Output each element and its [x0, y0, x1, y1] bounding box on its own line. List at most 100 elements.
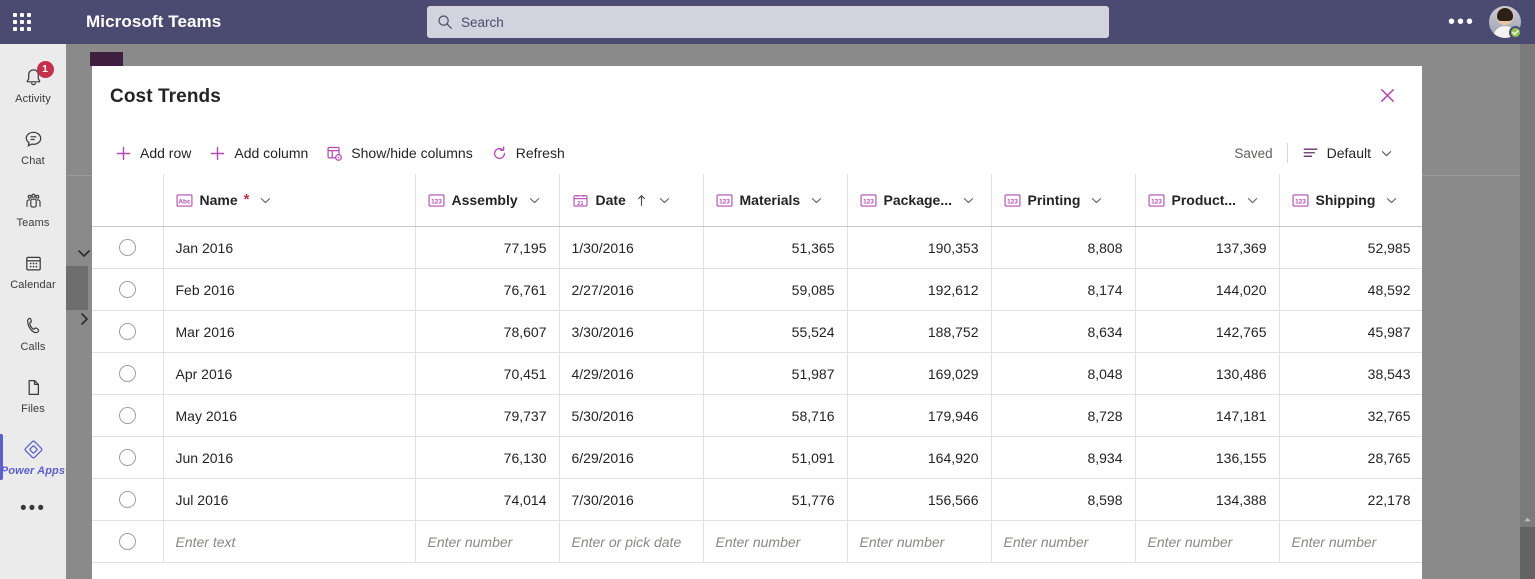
row-select-cell[interactable] — [92, 436, 163, 479]
table-row[interactable]: Jan 2016 77,195 1/30/2016 51,365 190,353… — [92, 226, 1422, 269]
new-row[interactable]: Enter text Enter number Enter or pick da… — [92, 520, 1422, 563]
cell-packaging[interactable]: 169,029 — [846, 352, 991, 395]
row-select-cell[interactable] — [92, 520, 163, 563]
cell-materials[interactable]: 58,716 — [702, 394, 847, 437]
row-select-radio[interactable] — [118, 239, 136, 257]
cell-packaging[interactable]: 190,353 — [846, 226, 991, 269]
row-select-cell[interactable] — [92, 394, 163, 437]
chevron-down-icon[interactable] — [258, 193, 273, 208]
new-cell-production[interactable]: Enter number — [1134, 520, 1279, 563]
column-header-shipping[interactable]: 123 Shipping — [1278, 174, 1422, 227]
cell-name[interactable]: Jan 2016 — [162, 226, 415, 269]
cell-printing[interactable]: 8,728 — [990, 394, 1135, 437]
cell-assembly[interactable]: 76,130 — [414, 436, 559, 479]
cell-production[interactable]: 142,765 — [1134, 310, 1279, 353]
data-grid-container[interactable]: Abc Name * — [92, 174, 1422, 579]
cell-materials[interactable]: 55,524 — [702, 310, 847, 353]
new-cell-shipping[interactable]: Enter number — [1278, 520, 1422, 563]
cell-packaging[interactable]: 156,566 — [846, 478, 991, 521]
cell-materials[interactable]: 51,776 — [702, 478, 847, 521]
row-select-radio[interactable] — [118, 365, 136, 383]
more-options-button[interactable]: ••• — [1447, 11, 1475, 33]
chevron-down-icon[interactable] — [1245, 193, 1260, 208]
cell-packaging[interactable]: 179,946 — [846, 394, 991, 437]
refresh-button[interactable]: Refresh — [482, 140, 574, 167]
sidebar-item-chat[interactable]: Chat — [0, 116, 66, 178]
row-select-radio[interactable] — [118, 491, 136, 509]
table-row[interactable]: Mar 2016 78,607 3/30/2016 55,524 188,752… — [92, 310, 1422, 353]
cell-assembly[interactable]: 76,761 — [414, 268, 559, 311]
sidebar-item-teams[interactable]: Teams — [0, 178, 66, 240]
column-header-production[interactable]: 123 Product... — [1134, 174, 1279, 227]
cell-date[interactable]: 7/30/2016 — [558, 478, 703, 521]
row-select-radio[interactable] — [118, 407, 136, 425]
row-select-cell[interactable] — [92, 478, 163, 521]
cell-shipping[interactable]: 48,592 — [1278, 268, 1422, 311]
new-cell-assembly[interactable]: Enter number — [414, 520, 559, 563]
column-header-packaging[interactable]: 123 Package... — [846, 174, 991, 227]
cell-shipping[interactable]: 28,765 — [1278, 436, 1422, 479]
new-cell-packaging[interactable]: Enter number — [846, 520, 991, 563]
cell-shipping[interactable]: 22,178 — [1278, 478, 1422, 521]
scroll-up-arrow-icon[interactable] — [1520, 512, 1535, 527]
cell-packaging[interactable]: 164,920 — [846, 436, 991, 479]
cell-date[interactable]: 1/30/2016 — [558, 226, 703, 269]
sidebar-item-calls[interactable]: Calls — [0, 302, 66, 364]
cell-assembly[interactable]: 70,451 — [414, 352, 559, 395]
cell-shipping[interactable]: 32,765 — [1278, 394, 1422, 437]
cell-name[interactable]: Apr 2016 — [162, 352, 415, 395]
cell-assembly[interactable]: 78,607 — [414, 310, 559, 353]
cell-printing[interactable]: 8,934 — [990, 436, 1135, 479]
column-header-materials[interactable]: 123 Materials — [702, 174, 847, 227]
app-launcher-icon[interactable] — [0, 0, 44, 44]
row-select-radio[interactable] — [118, 533, 136, 551]
column-header-assembly[interactable]: 123 Assembly — [414, 174, 559, 227]
column-header-name[interactable]: Abc Name * — [162, 174, 415, 227]
table-row[interactable]: May 2016 79,737 5/30/2016 58,716 179,946… — [92, 394, 1422, 437]
new-cell-materials[interactable]: Enter number — [702, 520, 847, 563]
cell-materials[interactable]: 51,091 — [702, 436, 847, 479]
row-select-radio[interactable] — [118, 323, 136, 341]
search-input[interactable]: Search — [427, 6, 1109, 38]
cell-name[interactable]: Mar 2016 — [162, 310, 415, 353]
chevron-down-icon[interactable] — [657, 193, 672, 208]
row-select-cell[interactable] — [92, 310, 163, 353]
row-select-radio[interactable] — [118, 449, 136, 467]
chevron-down-icon[interactable] — [1384, 193, 1399, 208]
cell-date[interactable]: 2/27/2016 — [558, 268, 703, 311]
row-select-cell[interactable] — [92, 226, 163, 269]
cell-production[interactable]: 130,486 — [1134, 352, 1279, 395]
cell-shipping[interactable]: 38,543 — [1278, 352, 1422, 395]
new-cell-date[interactable]: Enter or pick date — [558, 520, 703, 563]
row-select-cell[interactable] — [92, 352, 163, 395]
new-cell-name[interactable]: Enter text — [162, 520, 415, 563]
show-hide-columns-button[interactable]: Show/hide columns — [317, 140, 481, 167]
cell-printing[interactable]: 8,048 — [990, 352, 1135, 395]
column-header-printing[interactable]: 123 Printing — [990, 174, 1135, 227]
column-header-date[interactable]: 21 Date — [558, 174, 703, 227]
cell-date[interactable]: 5/30/2016 — [558, 394, 703, 437]
cell-date[interactable]: 4/29/2016 — [558, 352, 703, 395]
sidebar-item-files[interactable]: Files — [0, 364, 66, 426]
table-row[interactable]: Apr 2016 70,451 4/29/2016 51,987 169,029… — [92, 352, 1422, 395]
row-select-radio[interactable] — [118, 281, 136, 299]
chevron-down-icon[interactable] — [75, 244, 93, 262]
cell-materials[interactable]: 51,987 — [702, 352, 847, 395]
cell-printing[interactable]: 8,598 — [990, 478, 1135, 521]
chevron-down-icon[interactable] — [961, 193, 976, 208]
add-row-button[interactable]: Add row — [106, 140, 200, 167]
sidebar-item-power-apps[interactable]: Power Apps — [0, 426, 66, 488]
new-cell-printing[interactable]: Enter number — [990, 520, 1135, 563]
cell-packaging[interactable]: 192,612 — [846, 268, 991, 311]
sidebar-item-calendar[interactable]: Calendar — [0, 240, 66, 302]
cell-production[interactable]: 136,155 — [1134, 436, 1279, 479]
cell-production[interactable]: 144,020 — [1134, 268, 1279, 311]
page-scrollbar-thumb[interactable] — [1520, 527, 1535, 579]
chevron-down-icon[interactable] — [809, 193, 824, 208]
close-icon[interactable] — [1374, 82, 1400, 108]
cell-printing[interactable]: 8,808 — [990, 226, 1135, 269]
cell-printing[interactable]: 8,174 — [990, 268, 1135, 311]
chevron-down-icon[interactable] — [527, 193, 542, 208]
cell-materials[interactable]: 51,365 — [702, 226, 847, 269]
cell-printing[interactable]: 8,634 — [990, 310, 1135, 353]
